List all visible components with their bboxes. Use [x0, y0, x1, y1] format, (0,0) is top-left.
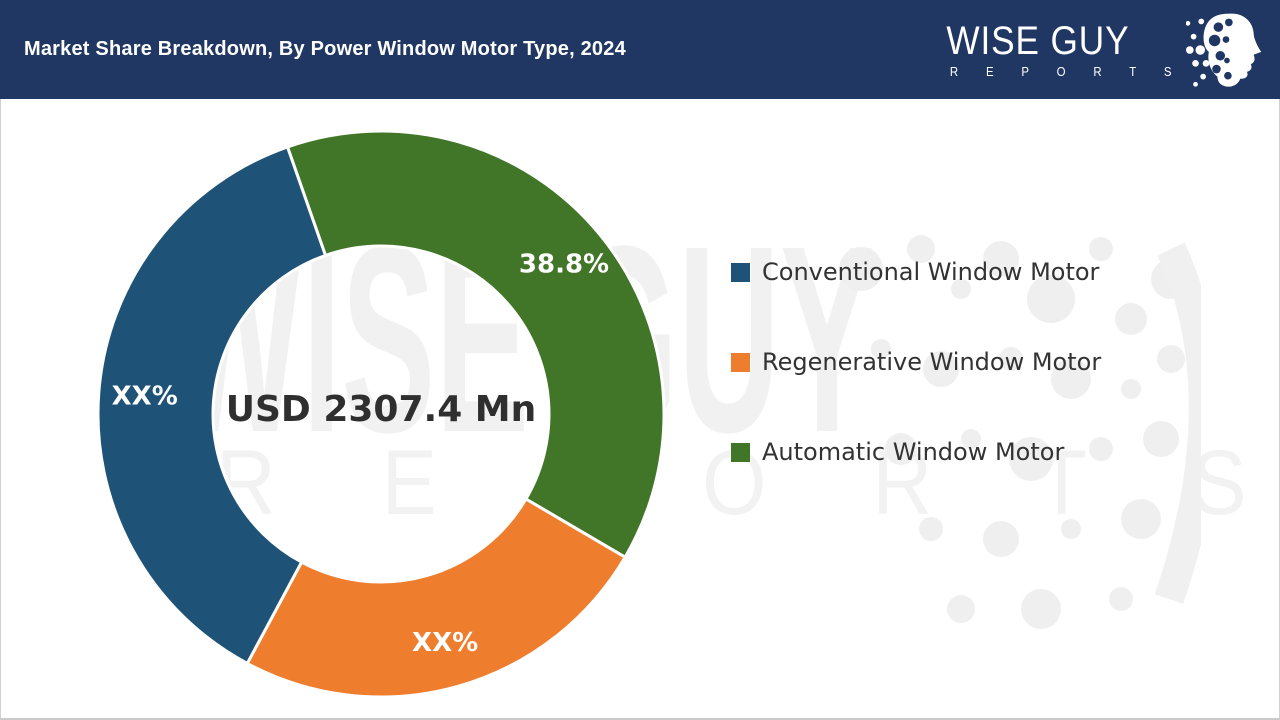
chart-canvas: WISE GUY R E P O R T S 38.8% XX% XX% USD 2…: [0, 99, 1280, 720]
legend-swatch-automatic: [731, 442, 750, 462]
legend-item-conventional: Conventional Window Motor: [731, 254, 1101, 290]
segment-label: 38.8%: [519, 249, 609, 279]
donut-segment-regenerative-window-motor: [245, 496, 628, 699]
legend-swatch-conventional: [731, 262, 750, 282]
legend-label: Conventional Window Motor: [762, 258, 1100, 286]
wiseguy-face-icon: [1186, 13, 1262, 87]
legend-swatch-regenerative: [731, 352, 750, 372]
legend-label: Automatic Window Motor: [762, 438, 1065, 466]
logo-subtitle: R E P O R T S: [950, 63, 1184, 79]
logo-text: WISE GUY R E P O R T S: [947, 21, 1184, 79]
legend-item-regenerative: Regenerative Window Motor: [731, 344, 1101, 380]
wiseguy-logo: WISE GUY R E P O R T S: [914, 0, 1266, 99]
legend-item-automatic: Automatic Window Motor: [731, 434, 1101, 470]
logo-wordmark: WISE GUY: [946, 18, 1130, 63]
donut-center-value: USD 2307.4 Mn: [225, 389, 537, 430]
chart-legend: Conventional Window Motor Regenerative W…: [731, 254, 1101, 470]
header-bar: Market Share Breakdown, By Power Window …: [0, 0, 1280, 99]
donut-segment-automatic-window-motor: [285, 129, 666, 560]
legend-label: Regenerative Window Motor: [762, 348, 1102, 376]
segment-label: XX%: [412, 628, 478, 658]
page-title: Market Share Breakdown, By Power Window …: [24, 38, 626, 60]
